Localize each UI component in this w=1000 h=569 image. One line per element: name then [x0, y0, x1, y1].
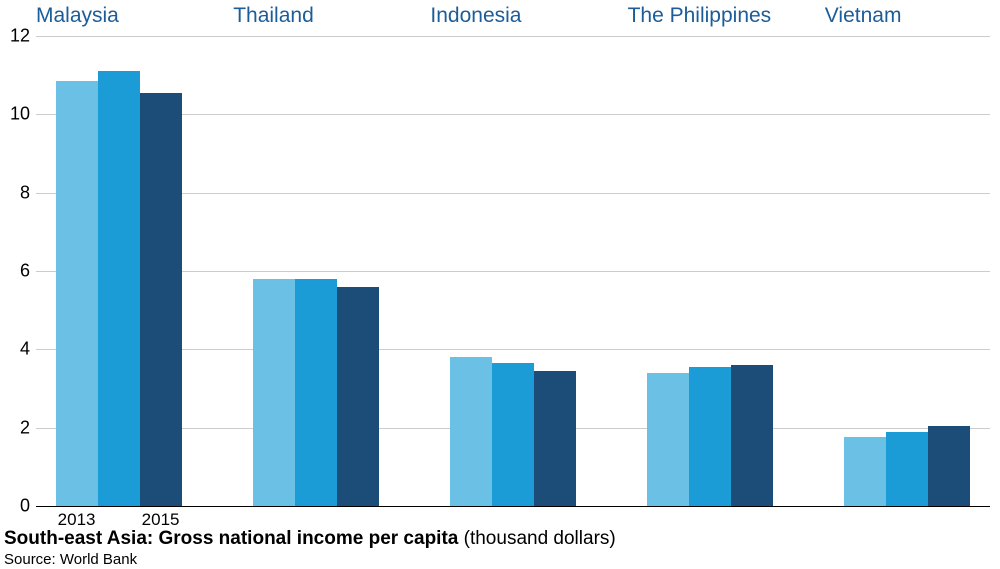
bars-group: [825, 36, 990, 506]
xtick-label: 2015: [142, 510, 180, 530]
bar: [928, 426, 970, 506]
panel: Indonesia: [430, 36, 595, 506]
bar: [450, 357, 492, 506]
bar: [56, 81, 98, 506]
bar: [844, 437, 886, 506]
bar: [98, 71, 140, 506]
bar: [253, 279, 295, 506]
ytick-label: 2: [0, 417, 30, 438]
bars-group: [36, 36, 201, 506]
ytick-label: 6: [0, 261, 30, 282]
chart-source: Source: World Bank: [4, 551, 137, 568]
panel-title: Malaysia: [36, 4, 119, 28]
bar: [886, 432, 928, 506]
gni-chart: MalaysiaThailandIndonesiaThe Philippines…: [0, 0, 1000, 569]
ytick-label: 12: [0, 26, 30, 47]
panel-title: Vietnam: [825, 4, 902, 28]
ytick-label: 10: [0, 104, 30, 125]
bar: [140, 93, 182, 506]
ytick-label: 4: [0, 339, 30, 360]
caption-bold: South-east Asia: Gross national income p…: [4, 528, 458, 549]
bars-group: [233, 36, 398, 506]
panel-title: Indonesia: [430, 4, 521, 28]
xtick-label: 2013: [58, 510, 96, 530]
ytick-label: 0: [0, 496, 30, 517]
bars-group: [430, 36, 595, 506]
bar: [492, 363, 534, 506]
bar: [731, 365, 773, 506]
ytick-label: 8: [0, 182, 30, 203]
gridline: [36, 506, 990, 507]
bar: [534, 371, 576, 506]
caption-rest: (thousand dollars): [458, 528, 615, 549]
panel: Thailand: [233, 36, 398, 506]
panel: The Philippines: [628, 36, 793, 506]
plot-area: MalaysiaThailandIndonesiaThe Philippines…: [36, 36, 990, 506]
bar: [689, 367, 731, 506]
panel: Vietnam: [825, 36, 990, 506]
bars-group: [628, 36, 793, 506]
panel-title: The Philippines: [628, 4, 772, 28]
bar: [295, 279, 337, 506]
panel-title: Thailand: [233, 4, 314, 28]
panel: Malaysia: [36, 36, 201, 506]
bar: [647, 373, 689, 506]
chart-caption: South-east Asia: Gross national income p…: [4, 528, 616, 550]
bar: [337, 287, 379, 506]
